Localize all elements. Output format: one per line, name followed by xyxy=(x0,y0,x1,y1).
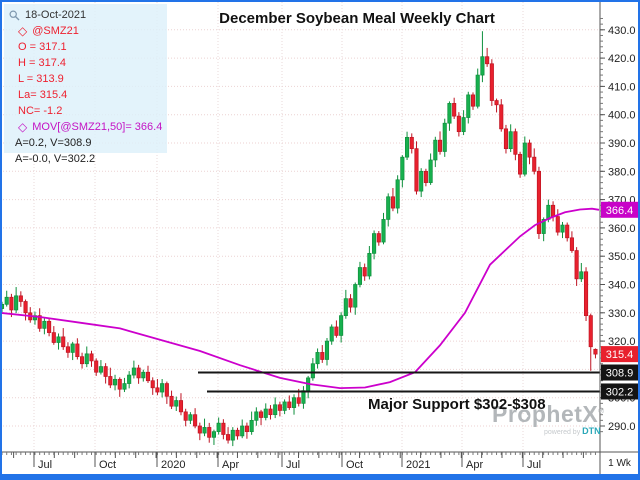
svg-text:Jul: Jul xyxy=(286,459,300,471)
svg-text:290.0: 290.0 xyxy=(608,421,636,433)
svg-text:320.0: 320.0 xyxy=(608,336,636,348)
legend-open: O = 317.1 xyxy=(18,41,67,53)
svg-text:2021: 2021 xyxy=(406,459,430,471)
legend-trendline-1: A=0.2, V=308.9 xyxy=(15,137,92,149)
legend-mov: MOV[@SMZ21,50]= 366.4 xyxy=(32,121,163,133)
svg-text:340.0: 340.0 xyxy=(608,280,636,292)
window-border-right xyxy=(638,0,640,480)
svg-text:Oct: Oct xyxy=(346,459,363,471)
svg-text:330.0: 330.0 xyxy=(608,308,636,320)
diamond-icon: ◇ xyxy=(18,24,28,38)
quote-legend[interactable]: 18-Oct-2021 ◇ @SMZ21 O = 317.1 H = 317.4… xyxy=(4,4,167,165)
window-border-top xyxy=(0,0,640,2)
svg-text:350.0: 350.0 xyxy=(608,251,636,263)
chart-title: December Soybean Meal Weekly Chart xyxy=(219,10,495,27)
legend-high: H = 317.4 xyxy=(18,57,67,69)
magnifier-icon xyxy=(9,9,20,20)
diamond-icon: ◇ xyxy=(18,120,28,134)
legend-symbol-row: ◇ @SMZ21 xyxy=(4,23,167,39)
legend-date: 18-Oct-2021 xyxy=(25,9,87,21)
svg-text:2020: 2020 xyxy=(161,459,185,471)
legend-trendline-2: A=-0.0, V=302.2 xyxy=(15,153,96,165)
svg-text:315.4: 315.4 xyxy=(606,349,634,361)
svg-text:430.0: 430.0 xyxy=(608,25,636,37)
svg-text:360.0: 360.0 xyxy=(608,223,636,235)
svg-text:308.9: 308.9 xyxy=(606,368,634,380)
legend-last: La= 315.4 xyxy=(18,89,68,101)
svg-text:390.0: 390.0 xyxy=(608,138,636,150)
support-annotation: Major Support $302-$308 xyxy=(368,396,546,413)
interval-label: 1 Wk xyxy=(601,453,638,473)
legend-symbol: @SMZ21 xyxy=(32,25,79,37)
svg-text:302.2: 302.2 xyxy=(606,386,634,398)
legend-mov-row: ◇ MOV[@SMZ21,50]= 366.4 xyxy=(4,119,167,135)
svg-text:420.0: 420.0 xyxy=(608,53,636,65)
legend-netchange: NC= -1.2 xyxy=(18,105,63,117)
svg-text:380.0: 380.0 xyxy=(608,166,636,178)
legend-low: L = 313.9 xyxy=(18,73,64,85)
window-border-left xyxy=(0,0,2,480)
svg-text:410.0: 410.0 xyxy=(608,81,636,93)
window-border-bottom xyxy=(0,474,640,480)
svg-text:Oct: Oct xyxy=(99,459,116,471)
powered-by-dtn: powered by DTN xyxy=(544,426,601,437)
legend-date-row: 18-Oct-2021 xyxy=(4,7,167,23)
svg-text:Apr: Apr xyxy=(466,459,483,471)
dtn-logo: DTN xyxy=(582,426,601,436)
svg-text:Jul: Jul xyxy=(527,459,541,471)
svg-text:Apr: Apr xyxy=(222,459,239,471)
prophetx-logo: ProphetX® xyxy=(492,401,605,427)
svg-text:400.0: 400.0 xyxy=(608,110,636,122)
svg-text:366.4: 366.4 xyxy=(606,205,634,217)
svg-text:Jul: Jul xyxy=(38,459,52,471)
prophetx-watermark: ProphetX® powered by DTN xyxy=(492,401,605,437)
